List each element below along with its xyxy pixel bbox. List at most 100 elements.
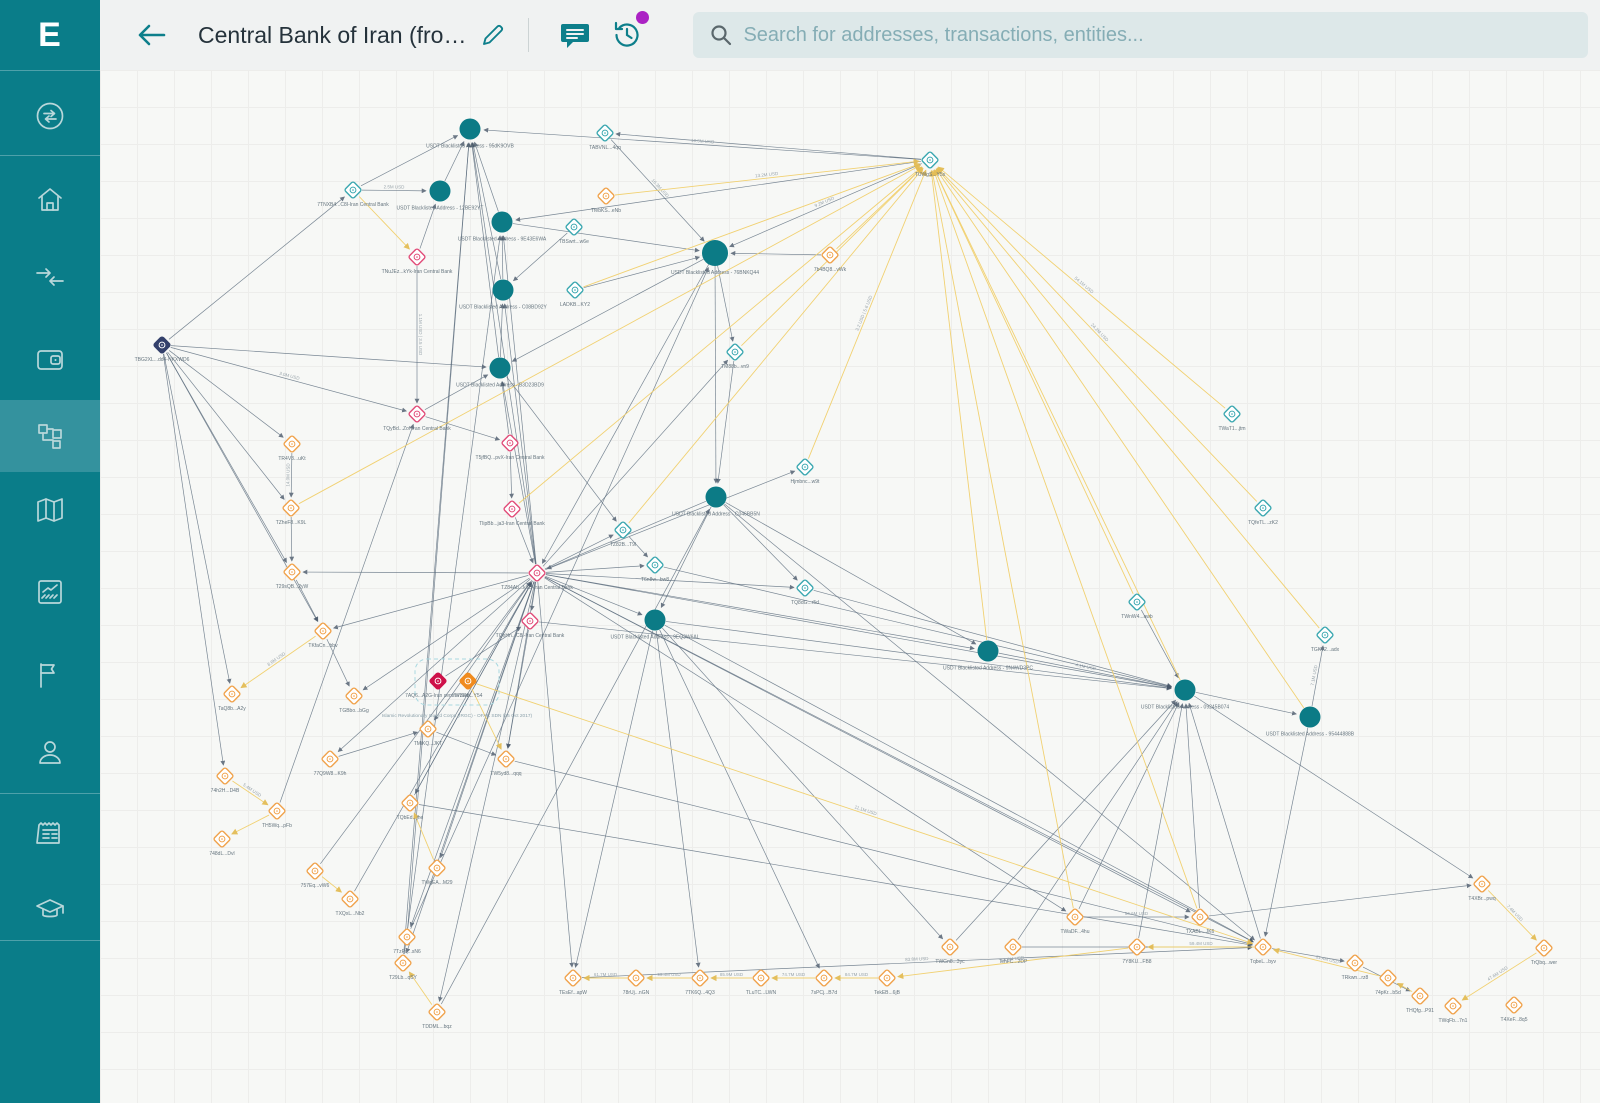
graph-node[interactable]: TqbeL...byv <box>1250 938 1277 965</box>
graph-node[interactable]: TDDML...bqz <box>422 1003 452 1030</box>
graph-node[interactable]: 7sPCj...B7d <box>811 969 838 996</box>
comments-button[interactable] <box>559 19 591 51</box>
graph-node[interactable]: T4XeF...8q5 <box>1501 996 1528 1023</box>
sidebar-item-switch[interactable] <box>0 84 100 148</box>
graph-node[interactable]: TXABL...JK6 <box>1186 908 1215 935</box>
sidebar-item-home[interactable] <box>0 168 100 232</box>
graph-node[interactable]: USDT Blacklisted Address - 12BE92YT <box>397 180 484 212</box>
graph-node[interactable]: USDT Blacklisted Address - 95444888B <box>1266 706 1355 738</box>
graph-node[interactable]: TKfaCn...bbv <box>308 622 338 649</box>
graph-node[interactable]: USDT Blacklisted Address - 9E43E6WA <box>458 211 547 243</box>
graph-node[interactable]: TM88b...vn9 <box>721 343 749 370</box>
graph-node[interactable]: 7TK6Q...4Q3 <box>685 969 715 996</box>
graph-node[interactable]: USDT Blacklisted Address - C08BD92Y <box>459 279 548 311</box>
svg-text:1.1M USD | 3.5 USD: 1.1M USD | 3.5 USD <box>418 314 423 356</box>
graph-node[interactable]: USDT Blacklisted Address - C046BB5N <box>672 486 760 518</box>
graph-node[interactable]: 748dL...Dvl <box>209 830 235 857</box>
search-input[interactable] <box>743 23 1588 47</box>
search-bar[interactable] <box>693 12 1588 58</box>
graph-node[interactable]: TehFC...2DP <box>999 938 1028 965</box>
svg-text:77Q9W8...K9h: 77Q9W8...K9h <box>314 771 347 777</box>
graph-node[interactable]: TXQxL...Nb2 <box>336 890 365 917</box>
graph-node[interactable]: TZ82B...T9l <box>610 521 636 548</box>
graph-node[interactable]: USDT Blacklisted Address - 09245B074 <box>1141 679 1230 711</box>
svg-text:16.3M USD: 16.3M USD <box>651 178 671 199</box>
graph-node[interactable]: TABVNL...4qq <box>589 124 621 151</box>
graph-node[interactable]: 7Y8KU...FB8 <box>1122 938 1152 965</box>
graph-node[interactable]: T4XBr...pwq <box>1468 875 1496 902</box>
graph-node[interactable]: T6n8w...bw8 <box>641 556 669 583</box>
graph-node[interactable]: 7AQ6...A2G-Iran central bank <box>405 672 471 699</box>
graph-node[interactable]: TWqFb...7n1 <box>1439 997 1468 1024</box>
graph-node[interactable]: TZ84Ab...kYB-Iran Central Bank <box>501 564 573 591</box>
graph-node[interactable]: 78rUj...nGN <box>623 969 650 996</box>
graph-node[interactable]: 7TzPq...sN6 <box>393 928 421 955</box>
graph-node[interactable]: 77Q9W8...K9h <box>314 750 347 777</box>
graph-node[interactable]: Hjmbnc...w9t <box>791 458 821 485</box>
sidebar-item-profile[interactable] <box>0 721 100 785</box>
graph-node[interactable]: TQbEd...jhe <box>397 794 424 821</box>
graph-node[interactable]: TH5Wq...pFb <box>262 802 292 829</box>
graph-node[interactable]: USDT Blacklisted Address - 76BNKQ44 <box>671 240 759 276</box>
graph-node[interactable]: TZheF8...K9L <box>276 499 307 526</box>
svg-text:USDT Blacklisted Address - 954: USDT Blacklisted Address - 95444888B <box>1266 732 1355 738</box>
sidebar-item-academy[interactable] <box>0 878 100 942</box>
graph-node[interactable]: TaQ8b...A2y <box>218 685 246 712</box>
sidebar-item-wallet[interactable] <box>0 328 100 392</box>
sidebar-item-transactions[interactable] <box>0 245 100 309</box>
graph-node[interactable]: TRkwn...rz8 <box>1342 954 1369 981</box>
graph-node[interactable]: TQyBd...Zof-Iran Central Bank <box>383 405 451 432</box>
graph-node[interactable]: TfebKS...eNb <box>591 187 621 214</box>
back-button[interactable] <box>136 23 166 47</box>
graph-node[interactable]: THQfg...P91 <box>1406 987 1434 1014</box>
sidebar-item-analytics[interactable] <box>0 560 100 624</box>
graph-node[interactable]: USDT Blacklisted Address - 9EQ3W6AL <box>610 609 700 641</box>
graph-node[interactable]: T5jfBQ...pvX-Iran Central Bank <box>476 434 545 461</box>
svg-text:USDT Blacklisted Address - 76B: USDT Blacklisted Address - 76BNKQ44 <box>671 270 759 276</box>
svg-text:748dL...Dvl: 748dL...Dvl <box>209 851 234 857</box>
graph-node[interactable]: TQnHn...C8I-Iran Central Bank <box>496 612 565 639</box>
graph-node[interactable]: TQ8dG...r5d <box>791 579 819 606</box>
graph-node[interactable]: TrQbq...wer <box>1531 939 1558 966</box>
history-button[interactable] <box>611 11 650 51</box>
sidebar-item-flags[interactable] <box>0 643 100 707</box>
graph-node[interactable]: TGKT2...adx <box>1311 626 1340 653</box>
graph-node[interactable]: TEsEf...apW <box>559 969 587 996</box>
graph-node[interactable]: TBSwrt...w6e <box>559 218 589 245</box>
graph-node[interactable]: TWGn8...3yc <box>935 938 965 965</box>
graph-node[interactable]: 7TNXB4...C8I-Iran Central Bank <box>317 181 389 208</box>
graph-node[interactable]: 74h2H...D4B <box>211 767 240 794</box>
graph-node[interactable]: T29Lb...qSY <box>389 954 418 981</box>
graph-node[interactable]: LADKB...KY2 <box>560 281 590 308</box>
sidebar-item-map[interactable] <box>0 478 100 542</box>
graph-node[interactable]: TekEB...6jB <box>874 969 901 996</box>
graph-node[interactable]: TWaDF...4hu <box>1061 908 1090 935</box>
graph-node[interactable]: TMiKQ...JKT <box>414 720 443 747</box>
graph-node[interactable]: TW5yd8...qqq <box>490 750 522 777</box>
graph-node[interactable]: TLuTC...LWN <box>746 969 777 996</box>
sidebar-item-graph[interactable] <box>0 400 100 472</box>
graph-node[interactable]: TUWgS...Y5s <box>915 151 946 178</box>
graph-node[interactable]: TBG2XL...dd4-NKXWD6 <box>135 336 190 363</box>
graph-node[interactable]: USDT Blacklisted Address - 9N4WD3PC <box>943 640 1033 672</box>
graph-node[interactable]: 74pKr...b5d <box>1375 969 1401 996</box>
graph-node[interactable]: 757Eq...vW6 <box>301 862 330 889</box>
graph-node[interactable]: TR4V3...uKt <box>278 435 306 462</box>
graph-node[interactable]: TlipBb...ja3-Iran Central Bank <box>479 500 545 527</box>
sidebar-item-news[interactable] <box>0 801 100 865</box>
graph-node[interactable]: TQfeTL...zK2 <box>1248 499 1278 526</box>
edit-title-button[interactable] <box>480 22 506 48</box>
graph-node[interactable]: USDT Blacklisted Address - B3D23BD9 <box>456 357 544 389</box>
graph-node[interactable]: USDT Blacklisted Address - 95dK9OVB <box>426 118 515 150</box>
graph-node[interactable]: TVZRb...Y54 <box>454 672 483 699</box>
graph-node[interactable]: TWnW4...awb <box>1121 593 1153 620</box>
graph-node[interactable]: TWqEA...M29 <box>421 859 453 886</box>
graph-node[interactable]: TWaT1...jtm <box>1218 405 1246 432</box>
graph-node[interactable]: T29sQB...2yW <box>276 563 309 590</box>
graph-node[interactable]: 7b4BQ8...vWk <box>814 246 847 273</box>
graph-node[interactable]: TNuJEz...kYk-Iran Central Bank <box>382 248 453 275</box>
svg-text:14.0M USD: 14.0M USD <box>285 463 290 487</box>
graph-node[interactable]: TGBbo...bGg <box>339 687 369 714</box>
